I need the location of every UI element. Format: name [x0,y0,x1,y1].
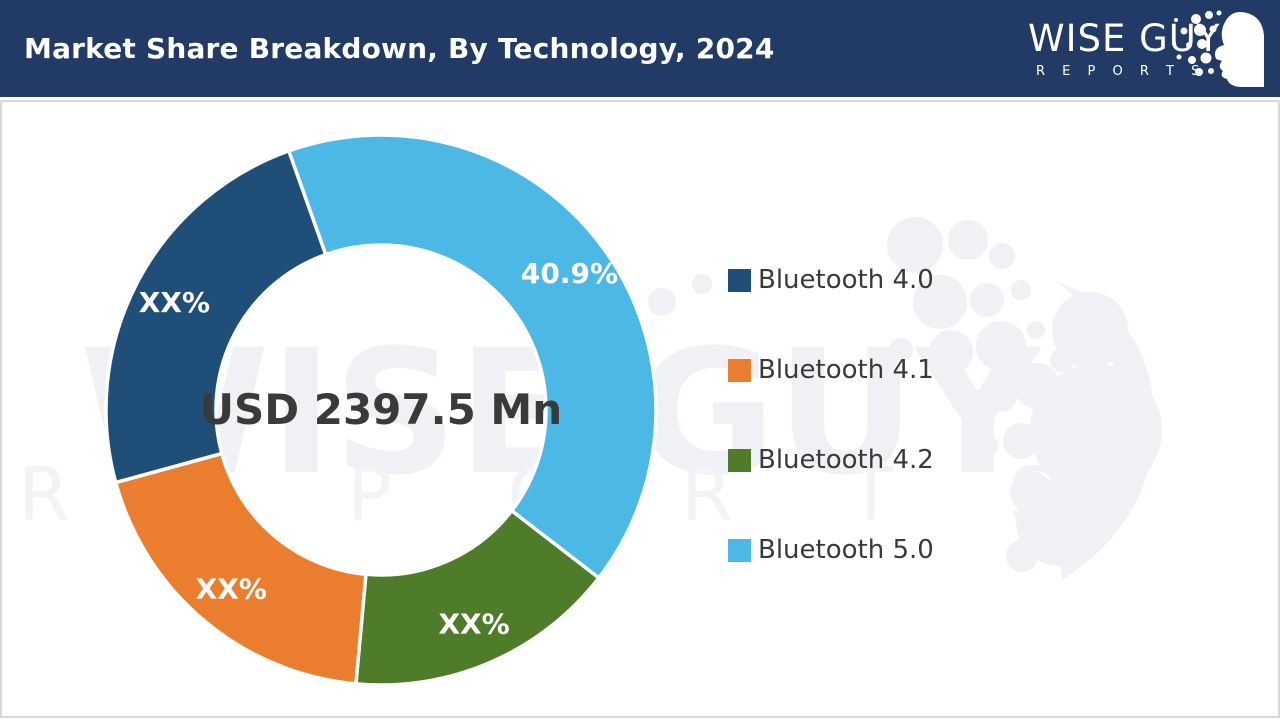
watermark-face-dots [648,217,1162,580]
legend-swatch [728,448,751,472]
pie-segment-bluetooth-5-0 [287,133,658,580]
page-title: Market Share Breakdown, By Technology, 2… [24,32,775,65]
donut-center-value: USD 2397.5 Mn [200,385,562,434]
legend-label: Bluetooth 4.0 [758,265,934,295]
pie-label-bluetooth-4-1: XX% [196,573,267,606]
logo-reports-text: R E P O R T S [1036,64,1206,79]
legend-item-bluetooth-5-0: Bluetooth 5.0 [728,535,934,565]
header-bar: Market Share Breakdown, By Technology, 2… [0,0,1280,97]
pie-segment-bluetooth-4-2 [354,509,601,687]
pie-segment-bluetooth-4-0 [104,149,328,485]
legend-swatch [728,358,751,382]
legend-label: Bluetooth 4.2 [758,445,934,475]
legend-swatch [728,268,751,292]
brand-logo: WISE GUY R E P O R T S [1026,7,1266,95]
pie-label-bluetooth-5-0: 40.9% [521,257,618,290]
legend-label: Bluetooth 4.1 [758,355,934,385]
legend-item-bluetooth-4-0: Bluetooth 4.0 [728,265,934,295]
chart-legend: Bluetooth 4.0 Bluetooth 4.1 Bluetooth 4.2 B… [728,265,934,628]
logo-wordmark: WISE GUY [1028,17,1220,60]
legend-swatch [728,538,751,562]
legend-item-bluetooth-4-2: Bluetooth 4.2 [728,445,934,475]
legend-label: Bluetooth 5.0 [758,535,934,565]
logo-face-icon [1172,10,1264,88]
legend-item-bluetooth-4-1: Bluetooth 4.1 [728,355,934,385]
pie-label-bluetooth-4-0: XX% [139,286,210,319]
pie-label-bluetooth-4-2: XX% [438,608,509,641]
pie-segment-bluetooth-4-1 [113,451,368,686]
